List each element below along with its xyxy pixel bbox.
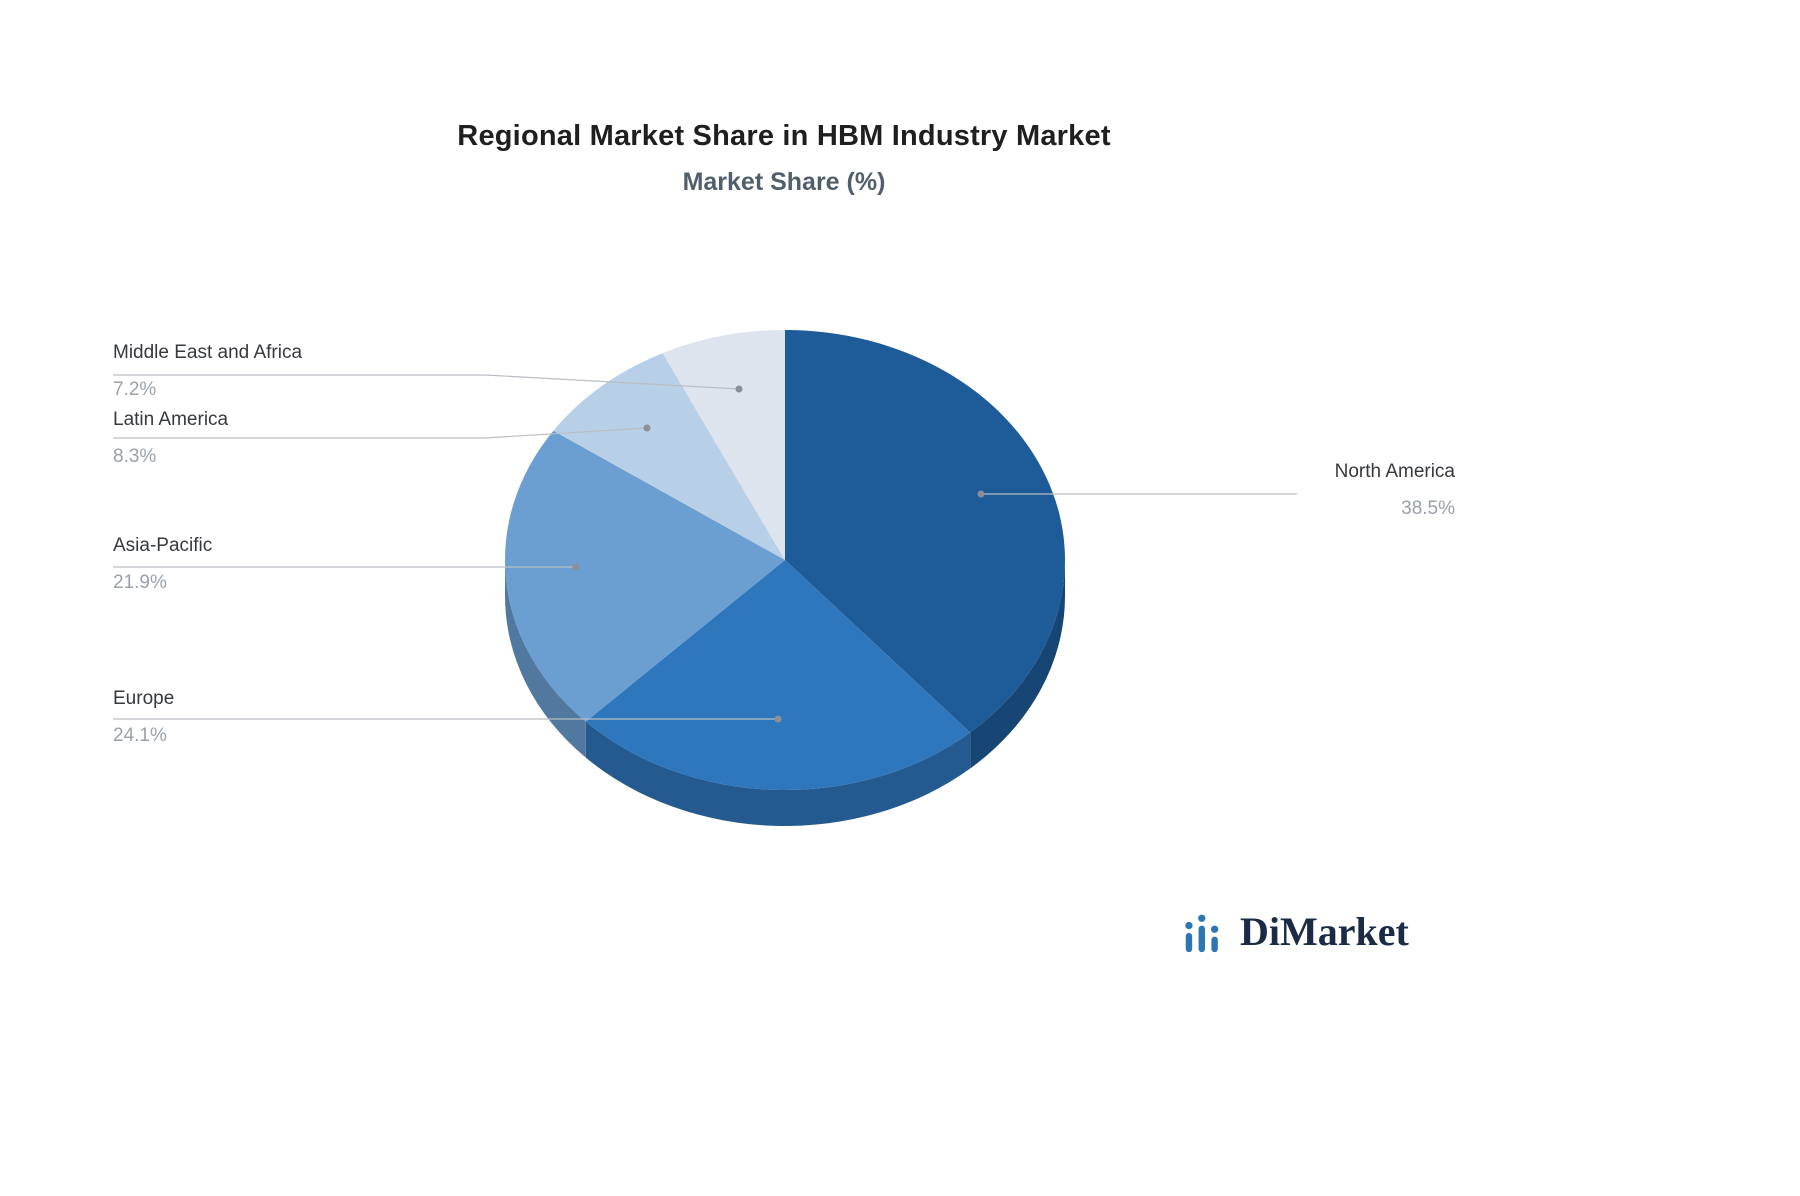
pie-slice-asia-pacific[interactable] [504, 430, 785, 722]
label-dot-latin-america [643, 424, 651, 432]
pie-label-europe: Europe [113, 688, 175, 709]
label-dot-europe [774, 715, 782, 723]
pie-slice-europe[interactable] [585, 560, 971, 790]
pie-slice-north-america[interactable] [785, 330, 1065, 733]
pie-label-middle-east-and-africa: Middle East and Africa [113, 342, 303, 363]
pie-value-middle-east-and-africa: 7.2% [113, 379, 157, 400]
bar-chart-logo-icon [1185, 914, 1219, 952]
label-line-latin-america [113, 427, 648, 439]
pie-slice-side-north-america [970, 560, 1065, 769]
brand-name: DiMarket [1240, 909, 1409, 954]
pie-value-latin-america: 8.3% [113, 446, 157, 467]
pie-value-asia-pacific: 21.9% [113, 572, 167, 593]
label-line-middle-east-and-africa [113, 374, 740, 390]
pie-slice-side-asia-pacific [505, 560, 586, 758]
chart-subtitle: Market Share (%) [682, 168, 886, 196]
pie-label-asia-pacific: Asia-Pacific [113, 535, 213, 556]
label-dot-north-america [977, 490, 985, 498]
pie-label-latin-america: Latin America [113, 409, 229, 430]
pie-label-north-america: North America [1334, 461, 1455, 482]
pie-slice-latin-america[interactable] [553, 353, 785, 560]
label-dot-asia-pacific [572, 563, 580, 571]
label-dot-middle-east-and-africa [735, 385, 743, 393]
brand-logo: DiMarket [1183, 908, 1409, 955]
chart-title: Regional Market Share in HBM Industry Ma… [457, 120, 1111, 152]
pie-value-north-america: 38.5% [1401, 498, 1455, 519]
pie-slice-middle-east-and-africa[interactable] [662, 330, 785, 560]
pie-value-europe: 24.1% [113, 725, 167, 746]
pie-slice-side-europe [585, 721, 971, 826]
